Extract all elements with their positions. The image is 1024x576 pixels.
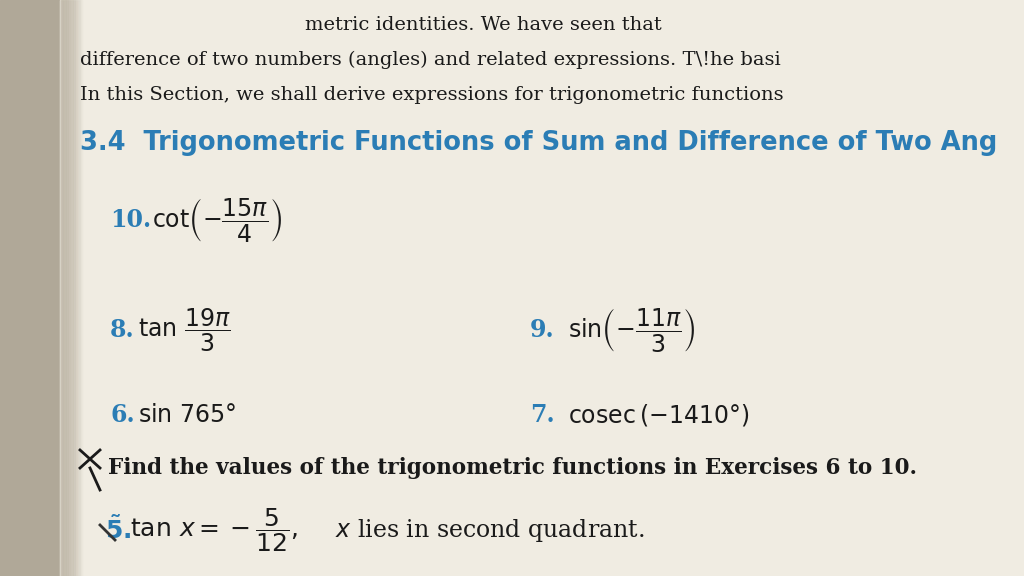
- Text: $\sin\,765°$: $\sin\,765°$: [138, 404, 237, 426]
- Bar: [65, 0, 67, 576]
- Text: $\sin\!\left(-\dfrac{11\pi}{3}\right)$: $\sin\!\left(-\dfrac{11\pi}{3}\right)$: [568, 306, 695, 354]
- Bar: [75, 0, 77, 576]
- Bar: [66, 0, 68, 576]
- Text: In this Section, we shall derive expressions for trigonometric functions: In this Section, we shall derive express…: [80, 86, 783, 104]
- Bar: [70, 0, 72, 576]
- Bar: [72, 0, 73, 576]
- Bar: [65, 0, 67, 576]
- Bar: [74, 0, 76, 576]
- Bar: [76, 0, 78, 576]
- Bar: [62, 0, 65, 576]
- Bar: [73, 0, 75, 576]
- Bar: [60, 0, 62, 576]
- Bar: [78, 0, 80, 576]
- Text: 6.: 6.: [110, 403, 134, 427]
- Text: 3.4  Trigonometric Functions of Sum and Difference of Two Ang: 3.4 Trigonometric Functions of Sum and D…: [80, 130, 997, 156]
- Bar: [63, 0, 66, 576]
- Text: $\tan\,\dfrac{19\pi}{3}$: $\tan\,\dfrac{19\pi}{3}$: [138, 306, 231, 354]
- Bar: [69, 0, 71, 576]
- Text: 9.: 9.: [530, 318, 555, 342]
- Bar: [80, 0, 82, 576]
- Bar: [74, 0, 76, 576]
- Text: 10.: 10.: [110, 208, 152, 232]
- Bar: [76, 0, 78, 576]
- Bar: [62, 0, 65, 576]
- Bar: [77, 0, 79, 576]
- Bar: [68, 0, 70, 576]
- Bar: [67, 0, 69, 576]
- Text: $\mathrm{cosec}\,(-1410°)$: $\mathrm{cosec}\,(-1410°)$: [568, 402, 750, 428]
- Text: 8.: 8.: [110, 318, 134, 342]
- Bar: [0, 0, 80, 576]
- Text: $x$ lies in second quadrant.: $x$ lies in second quadrant.: [335, 517, 644, 544]
- Text: difference of two numbers (angles) and related expressions. T\!he basi: difference of two numbers (angles) and r…: [80, 51, 780, 69]
- Text: $\mathbf{\tilde{5}.}$: $\mathbf{\tilde{5}.}$: [105, 516, 131, 544]
- Bar: [72, 0, 74, 576]
- Bar: [60, 0, 62, 576]
- Text: metric identities. We have seen that: metric identities. We have seen that: [80, 16, 662, 34]
- Bar: [67, 0, 69, 576]
- Bar: [80, 0, 82, 576]
- Bar: [69, 0, 71, 576]
- Bar: [61, 0, 63, 576]
- Text: $\cot\!\left(-\dfrac{15\pi}{4}\right)$: $\cot\!\left(-\dfrac{15\pi}{4}\right)$: [152, 196, 282, 244]
- Text: Find the values of the trigonometric functions in Exercises 6 to 10.: Find the values of the trigonometric fun…: [108, 457, 918, 479]
- Bar: [78, 0, 80, 576]
- Text: $\tan\, x = -\dfrac{5}{12},$: $\tan\, x = -\dfrac{5}{12},$: [130, 506, 298, 554]
- Text: 7.: 7.: [530, 403, 555, 427]
- Bar: [71, 0, 73, 576]
- Bar: [79, 0, 81, 576]
